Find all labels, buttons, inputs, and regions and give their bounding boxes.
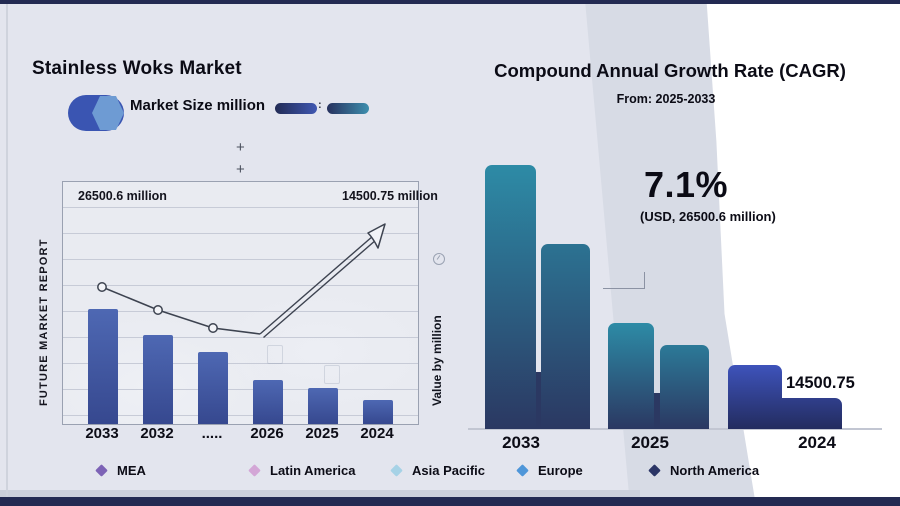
- page-title: Stainless Woks Market: [32, 58, 242, 79]
- end-value-callout: 14500.75: [786, 374, 855, 392]
- diamond-icon: [516, 463, 529, 477]
- legend-item-asia-pacific: Asia Pacific: [390, 462, 485, 478]
- x-axis-tick-label: 2033: [85, 425, 119, 442]
- hexagon-icon: [92, 96, 124, 130]
- x-axis-tick-label: 2024: [360, 425, 394, 442]
- tall-bar: [608, 323, 654, 429]
- legend-item-latin-america: Latin America: [248, 462, 356, 478]
- market-size-icon: [68, 95, 124, 131]
- legend-label: North America: [670, 462, 760, 478]
- bracket-decor: [603, 272, 645, 289]
- gridlines: [63, 182, 418, 424]
- diamond-icon: [648, 463, 661, 477]
- short-bar: [782, 398, 842, 429]
- cagr-group-2033: [485, 165, 590, 429]
- clock-icon: [433, 253, 445, 265]
- legend-item-north-america: North America: [648, 462, 760, 478]
- legend-label: Europe: [538, 462, 583, 478]
- cagr-value: 7.1%: [644, 164, 729, 205]
- diamond-icon: [95, 463, 108, 477]
- ratio-separator: :: [318, 99, 322, 111]
- market-bar-2026: [253, 380, 283, 424]
- x-axis-tick-label: 2025: [305, 425, 339, 442]
- legend-label: Asia Pacific: [412, 462, 485, 478]
- plus-decor-1: +: [236, 139, 245, 156]
- x-axis-tick-label: .....: [201, 425, 223, 442]
- bar-bridge: [536, 372, 541, 429]
- cagr-group-2024: [728, 365, 842, 429]
- ratio-pill-right: [327, 103, 369, 114]
- x-axis-tick-label: 2026: [250, 425, 284, 442]
- legend-label: MEA: [117, 462, 146, 478]
- market-bar-2025: [308, 388, 338, 424]
- right-chart-baseline: [468, 428, 882, 430]
- market-bar-2033: [88, 309, 118, 424]
- left-frame-edge: [6, 4, 8, 497]
- cagr-x-tick-label: 2025: [631, 433, 669, 452]
- x-axis-tick-label: 2032: [140, 425, 174, 442]
- cagr-x-tick-label: 2024: [798, 433, 836, 452]
- cagr-x-tick-label: 2033: [502, 433, 540, 452]
- cagr-title: Compound Annual Growth Rate (CAGR): [494, 60, 846, 81]
- cagr-group-2025: [608, 323, 709, 429]
- trend-line-overlay: [97, 223, 386, 339]
- cagr-period: From: 2025-2033: [616, 92, 716, 106]
- diamond-icon: [248, 463, 261, 477]
- market-bar-2024: [363, 400, 393, 424]
- market-bar-2032: [143, 335, 173, 424]
- market-size-label: Market Size million: [130, 97, 266, 114]
- tall-bar: [485, 165, 536, 429]
- diamond-icon: [390, 463, 403, 477]
- market-bar-.....: [198, 352, 228, 424]
- arrow-head-icon: [367, 223, 386, 249]
- start-value-label: 26500.6 million: [78, 189, 167, 203]
- value-axis-label: Value by million: [430, 315, 444, 406]
- short-bar: [660, 345, 709, 429]
- short-bar: [541, 244, 590, 429]
- top-frame-strip: [0, 0, 900, 4]
- ratio-pill-left: [275, 103, 317, 114]
- brand-vertical-label: FUTURE MARKET REPORT: [38, 238, 50, 406]
- bar-bridge: [654, 393, 660, 429]
- tall-bar: [728, 365, 782, 429]
- ghost-clipboard-icon: [324, 365, 340, 384]
- legend-label: Latin America: [270, 462, 356, 478]
- end-value-label: 14500.75 million: [342, 189, 438, 203]
- legend-item-mea: MEA: [95, 462, 146, 478]
- legend-item-europe: Europe: [516, 462, 583, 478]
- bottom-frame-strip: [0, 497, 900, 506]
- ghost-clipboard-icon: [267, 345, 283, 364]
- plus-decor-2: +: [236, 161, 245, 178]
- cagr-detail: (USD, 26500.6 million): [640, 209, 776, 224]
- market-size-chart: [62, 181, 419, 425]
- bottom-frame-shadow: [0, 490, 640, 497]
